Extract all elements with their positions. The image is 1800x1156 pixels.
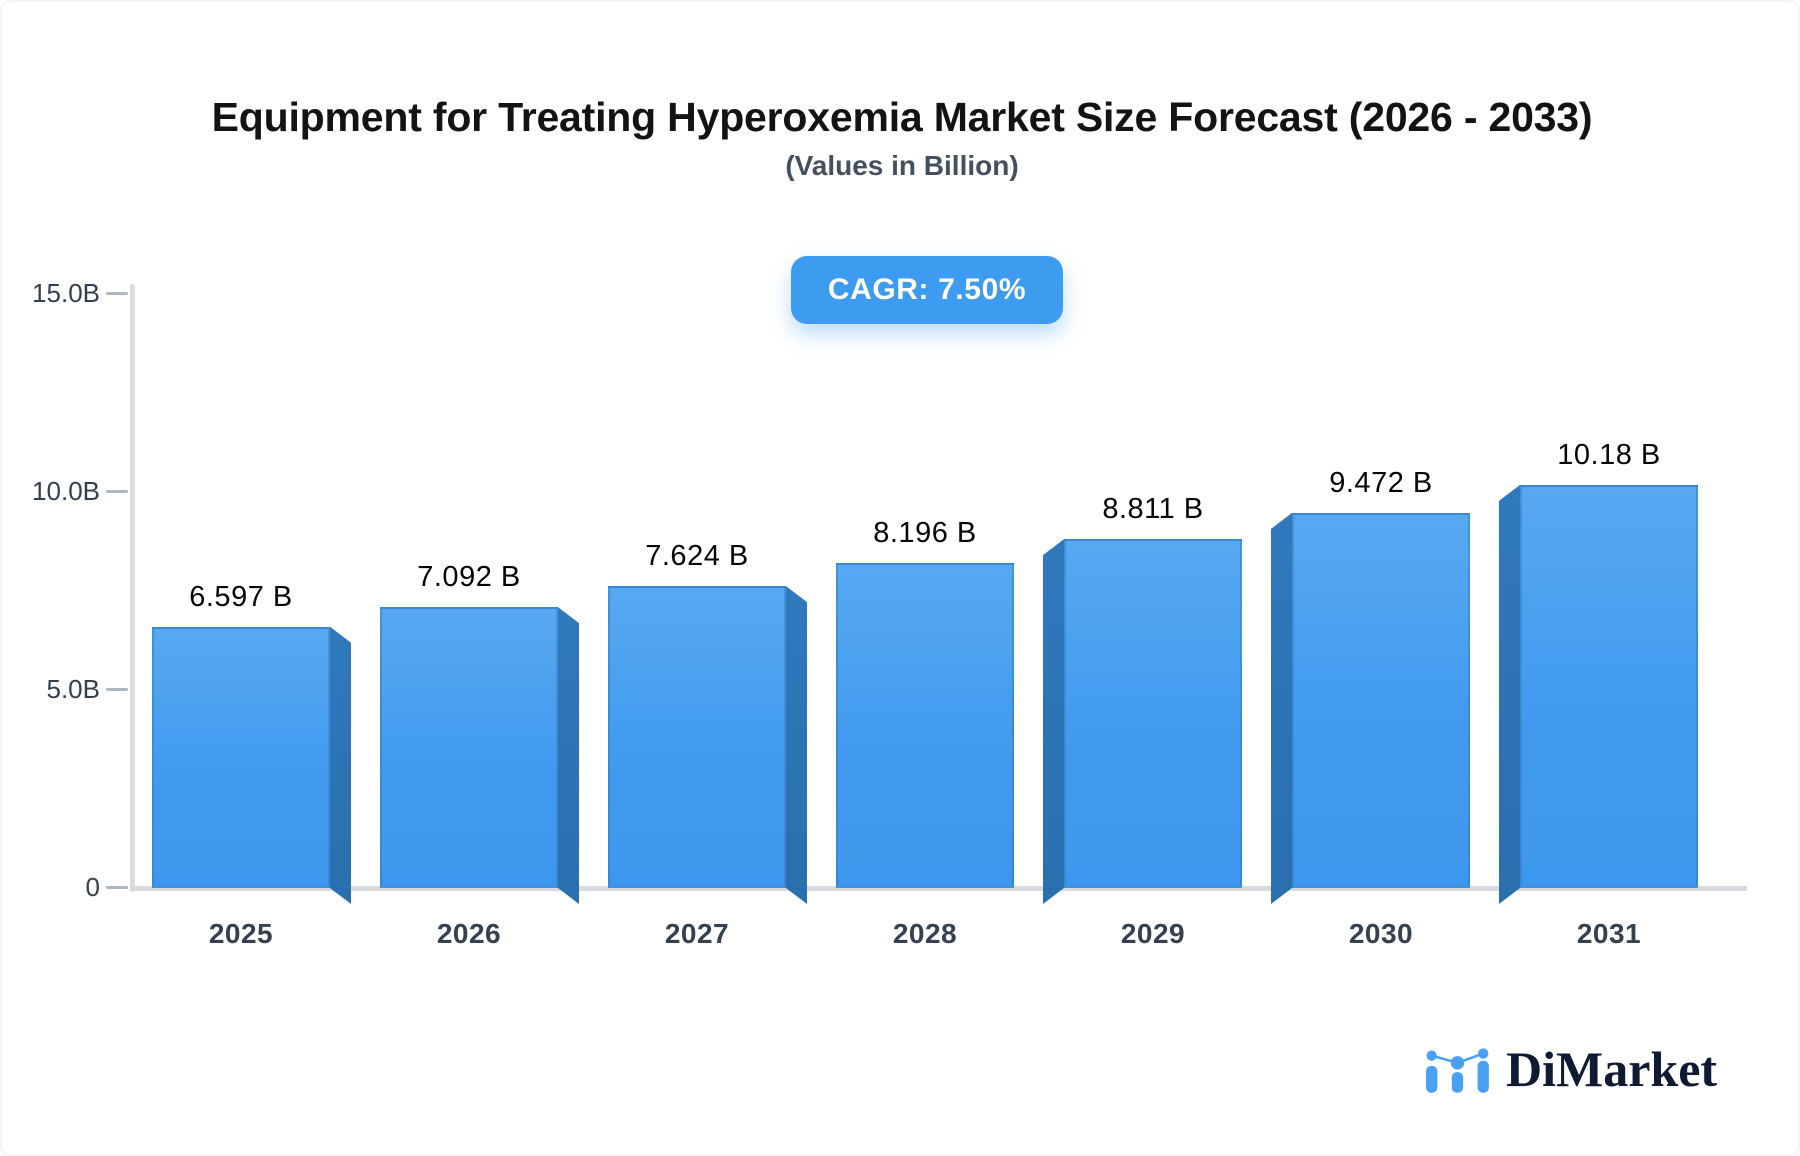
- x-tick-label: 2025: [208, 918, 274, 949]
- bar-value-label: 10.18 B: [1557, 438, 1661, 471]
- y-tick-label: 0: [85, 872, 100, 902]
- bar-side-face: [1499, 484, 1520, 904]
- y-tick-label: 15.0B: [32, 278, 100, 308]
- x-tick-label: 2030: [1348, 918, 1414, 949]
- bar-side-face: [330, 626, 351, 904]
- x-tick-label: 2028: [892, 918, 958, 949]
- bar-value-label: 6.597 B: [189, 580, 293, 613]
- bar: [152, 626, 330, 888]
- chart-subtitle: (Values in Billion): [785, 150, 1019, 181]
- bar-side-face: [1043, 539, 1064, 904]
- cagr-badge: CAGR: 7.50%: [791, 256, 1063, 324]
- y-tick-dash: [106, 688, 128, 691]
- bar: [380, 607, 558, 888]
- bar-side-face: [786, 586, 807, 904]
- y-tick-label: 5.0B: [46, 674, 101, 704]
- y-tick-label: 10.0B: [32, 476, 100, 506]
- x-tick-label: 2027: [664, 918, 730, 949]
- bar: [608, 586, 786, 888]
- bar-value-label: 8.196 B: [873, 517, 977, 550]
- bar-value-label: 9.472 B: [1329, 466, 1433, 499]
- y-axis-line: [130, 284, 135, 892]
- brand-name: DiMarket: [1506, 1041, 1718, 1097]
- cagr-badge-label: CAGR: 7.50%: [827, 273, 1027, 306]
- dimarket-bar-chart-logo-icon: [1426, 1048, 1489, 1093]
- bar-value-label: 8.811 B: [1102, 493, 1204, 526]
- x-tick-label: 2026: [436, 918, 502, 949]
- bar: [1520, 484, 1698, 888]
- bar-side-face: [558, 607, 579, 904]
- bar-value-label: 7.624 B: [645, 540, 749, 573]
- bar: [1292, 512, 1470, 888]
- x-tick-label: 2029: [1120, 918, 1186, 949]
- bar-side-face: [1271, 512, 1292, 904]
- bar-value-label: 7.092 B: [417, 561, 521, 594]
- y-tick-dash: [106, 490, 128, 493]
- y-tick-dash: [106, 886, 128, 889]
- brand-logo: DiMarket: [1426, 1044, 1717, 1094]
- chart-title: Equipment for Treating Hyperoxemia Marke…: [211, 94, 1593, 140]
- x-axis-baseline: [130, 886, 1747, 891]
- bar: [836, 563, 1014, 888]
- bar: [1064, 539, 1242, 888]
- x-tick-label: 2031: [1576, 918, 1642, 949]
- y-tick-dash: [106, 292, 128, 295]
